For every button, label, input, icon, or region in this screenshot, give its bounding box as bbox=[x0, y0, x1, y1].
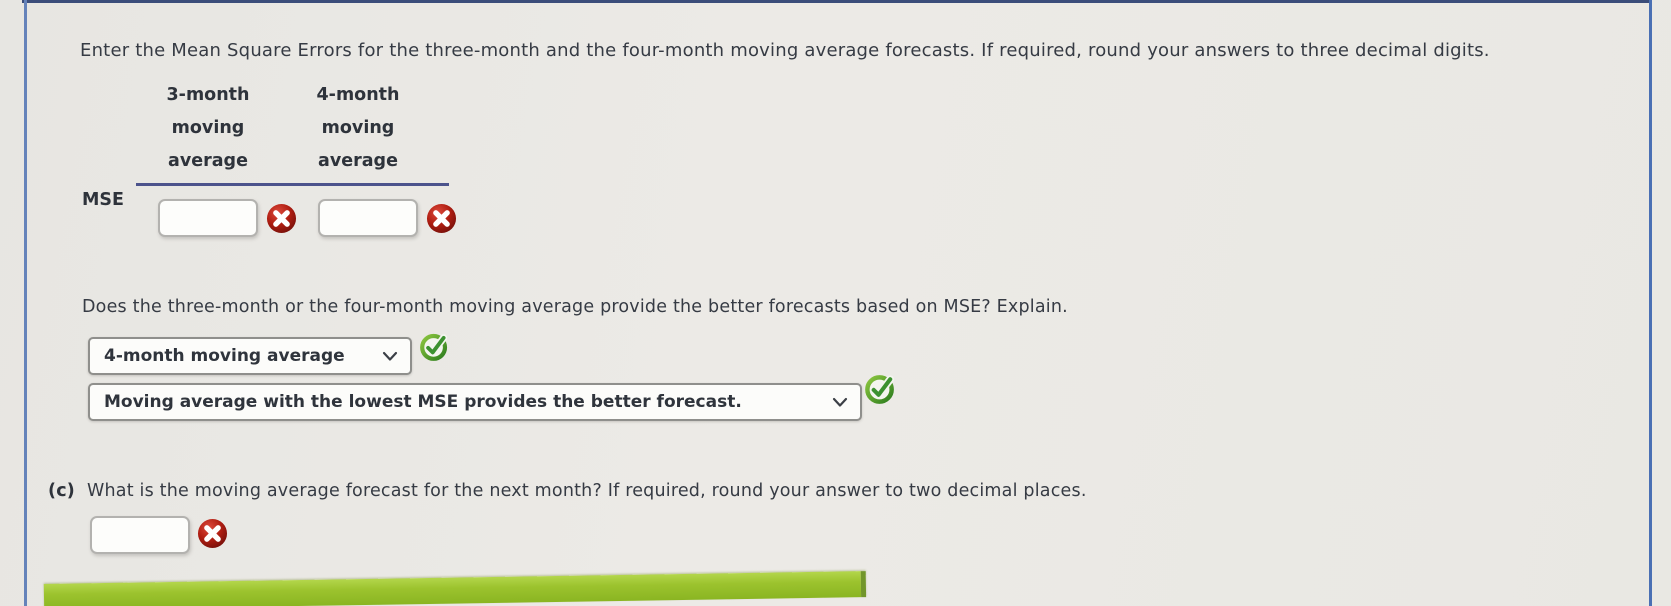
better-forecast-question-prompt: Does the three-month or the four-month m… bbox=[82, 297, 1068, 317]
dropdown-selected-value: Moving average with the lowest MSE provi… bbox=[104, 392, 742, 412]
part-c-question: (c) What is the moving average forecast f… bbox=[48, 481, 1548, 501]
check-circle-icon bbox=[419, 331, 450, 362]
mse-row-label: MSE bbox=[82, 190, 124, 210]
table-header-rule bbox=[136, 183, 449, 186]
chevron-down-icon bbox=[382, 347, 398, 366]
column-header-3month: 3-month moving average bbox=[166, 85, 250, 171]
part-c-label: (c) bbox=[48, 481, 75, 501]
mse-question-prompt: Enter the Mean Square Errors for the thr… bbox=[80, 40, 1490, 61]
panel-right-border bbox=[1649, 0, 1652, 606]
mse-4month-input[interactable] bbox=[318, 199, 418, 237]
better-forecast-dropdown[interactable]: 4-month moving average bbox=[88, 337, 412, 375]
x-circle-icon bbox=[266, 203, 297, 234]
part-c-prompt: What is the moving average forecast for … bbox=[86, 481, 1087, 501]
dropdown-selected-value: 4-month moving average bbox=[104, 346, 345, 366]
column-header-4month: 4-month moving average bbox=[316, 85, 400, 171]
next-month-forecast-input[interactable] bbox=[90, 516, 190, 554]
x-circle-icon bbox=[197, 518, 228, 549]
explanation-dropdown[interactable]: Moving average with the lowest MSE provi… bbox=[88, 383, 862, 421]
panel-left-border bbox=[24, 0, 27, 606]
check-circle-icon bbox=[864, 372, 897, 405]
bottom-green-bar bbox=[43, 571, 867, 606]
x-circle-icon bbox=[426, 203, 457, 234]
panel-top-border bbox=[22, 0, 1652, 3]
chevron-down-icon bbox=[832, 393, 848, 412]
mse-3month-input[interactable] bbox=[158, 199, 258, 237]
